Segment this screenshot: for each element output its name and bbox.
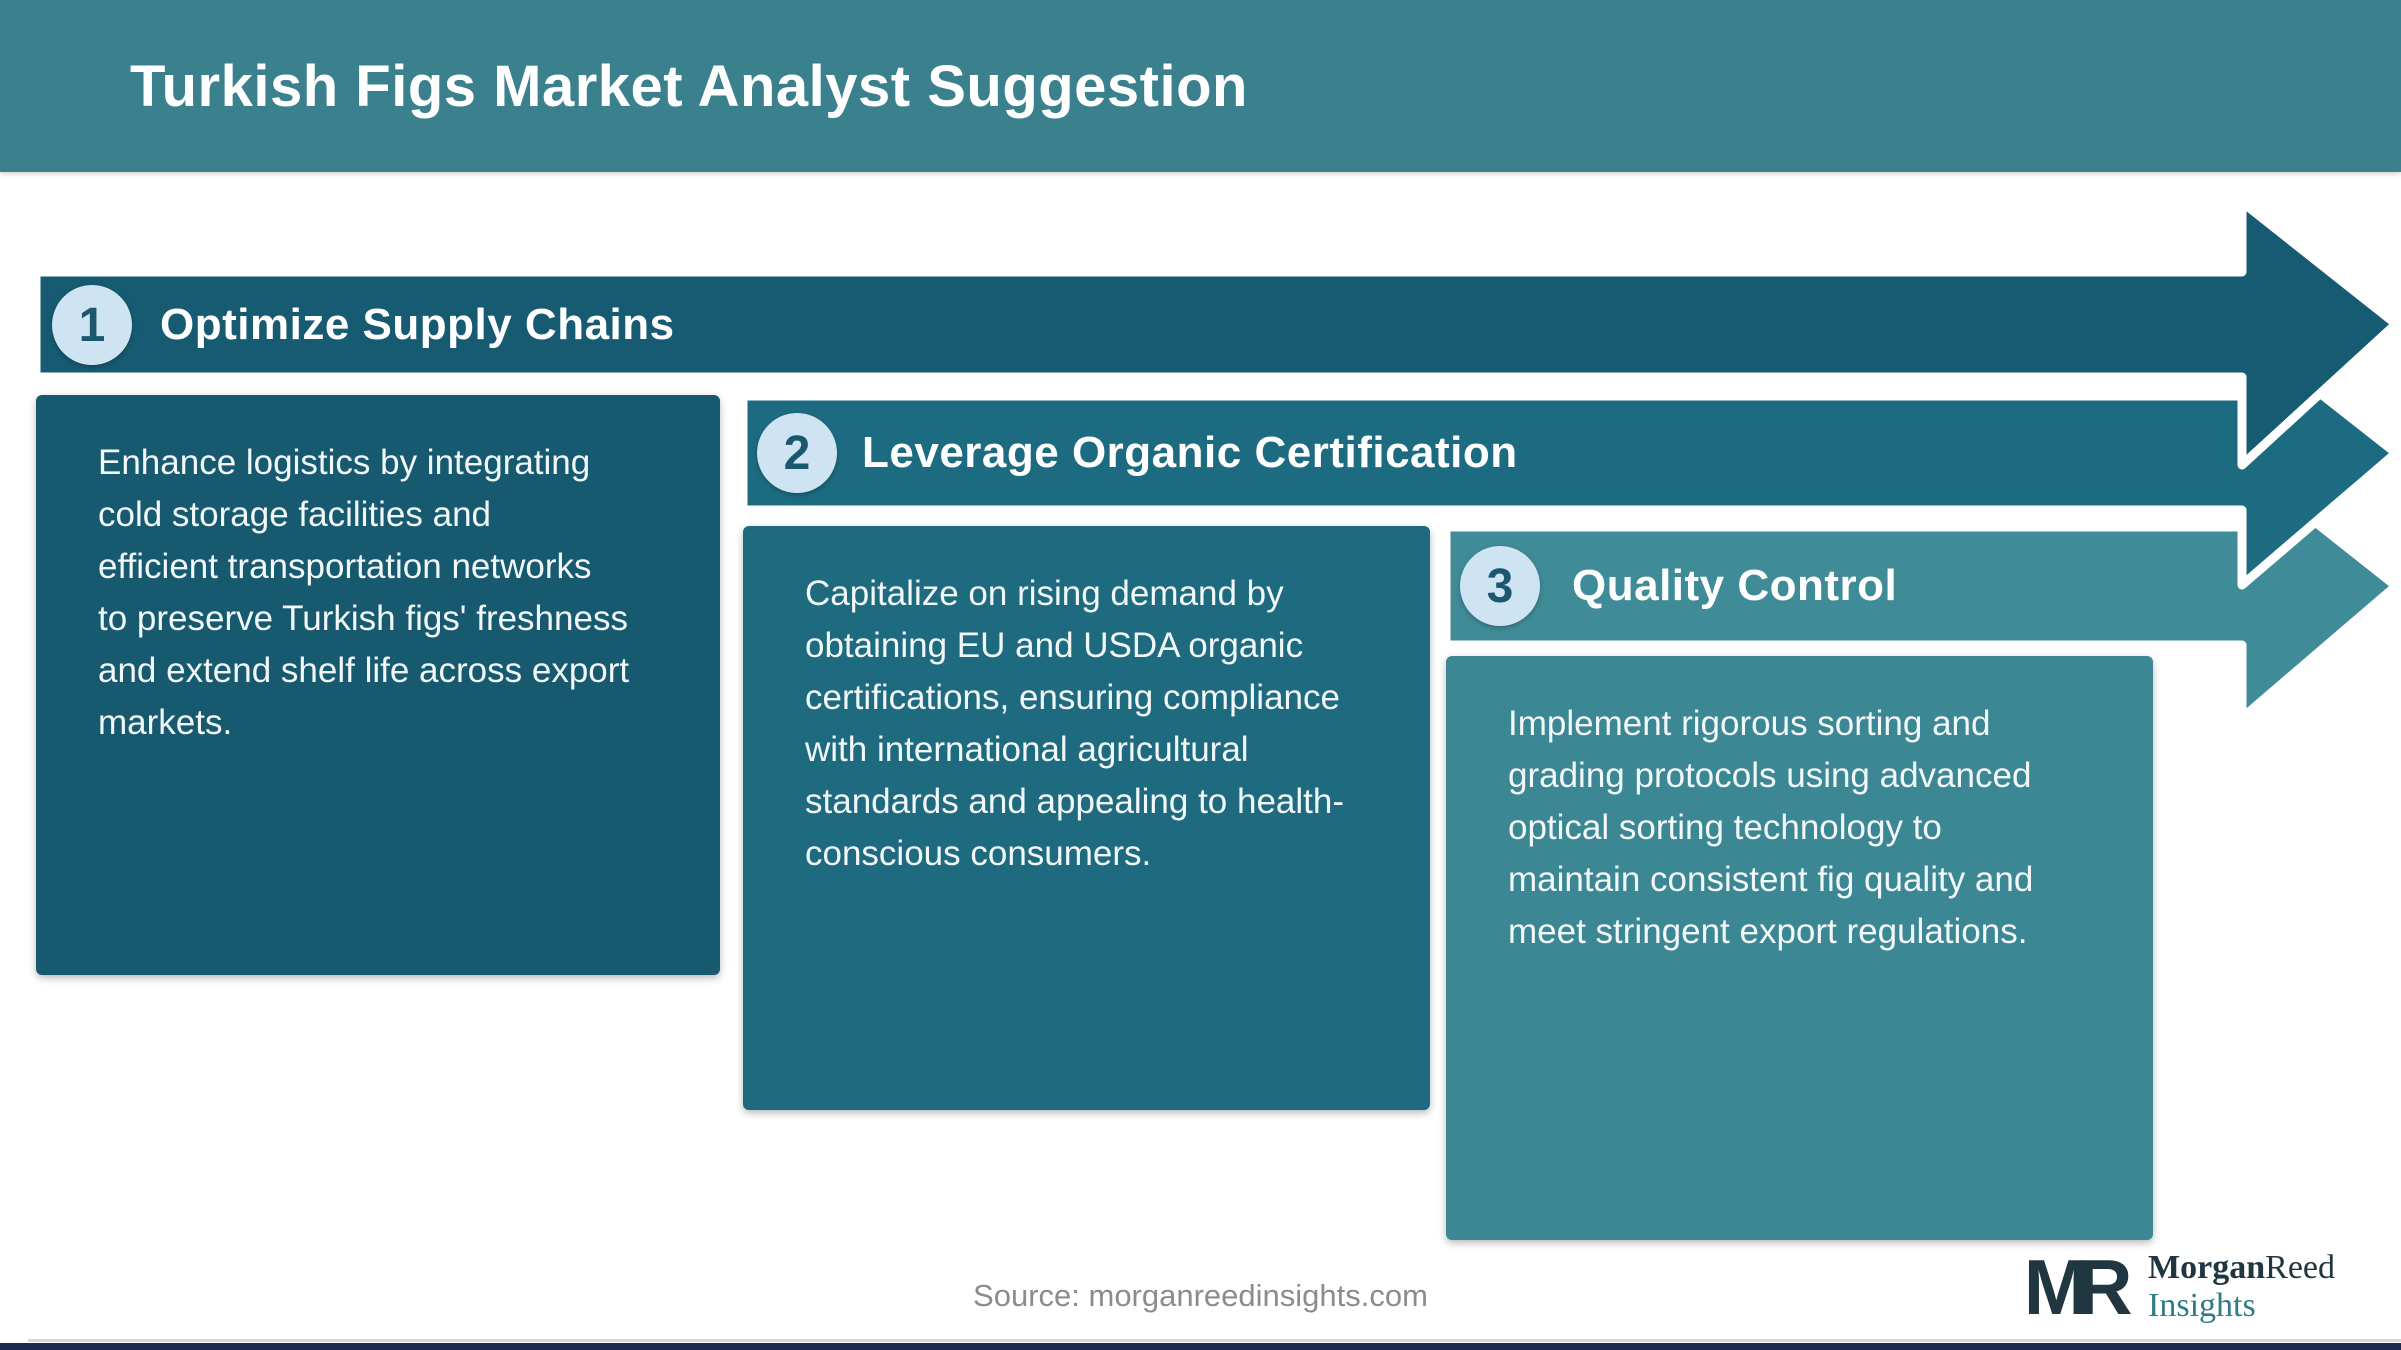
step-description-box-2: Capitalize on rising demand by obtaining… <box>743 526 1430 1110</box>
mr-monogram-icon: MR <box>2023 1243 2133 1331</box>
step-description-box-3: Implement rigorous sorting and grading p… <box>1446 656 2153 1240</box>
step-description-box-1: Enhance logistics by integrating cold st… <box>36 395 720 975</box>
logo-wordmark: MorganReed Insights <box>2148 1249 2335 1325</box>
step-title-1: Optimize Supply Chains <box>160 299 675 349</box>
step-title-3: Quality Control <box>1572 561 1898 610</box>
morganreed-logo: MR MorganReed Insights <box>2024 1248 2335 1326</box>
step-description-text-3: Implement rigorous sorting and grading p… <box>1508 704 2034 951</box>
page-title: Turkish Figs Market Analyst Suggestion <box>130 53 1248 119</box>
source-attribution: Source: morganreedinsights.com <box>973 1278 1428 1313</box>
step-title-2: Leverage Organic Certification <box>862 428 1518 477</box>
logo-name: MorganReed <box>2148 1249 2335 1287</box>
step-description-text-1: Enhance logistics by integrating cold st… <box>98 443 630 742</box>
logo-name-bold: Morgan <box>2148 1248 2266 1286</box>
bottom-hairline <box>28 1339 2401 1342</box>
header-bar: Turkish Figs Market Analyst Suggestion <box>0 0 2401 172</box>
step-number-badge-3: 3 <box>1460 546 1540 626</box>
step-number-badge-1: 1 <box>52 285 132 365</box>
step-description-text-2: Capitalize on rising demand by obtaining… <box>805 574 1345 873</box>
logo-tagline: Insights <box>2148 1287 2256 1324</box>
arrow-shape-step-1 <box>31 197 2401 470</box>
bottom-accent-bar <box>0 1343 2401 1350</box>
step-number-badge-2: 2 <box>757 413 837 493</box>
logo-name-regular: Reed <box>2265 1248 2335 1286</box>
